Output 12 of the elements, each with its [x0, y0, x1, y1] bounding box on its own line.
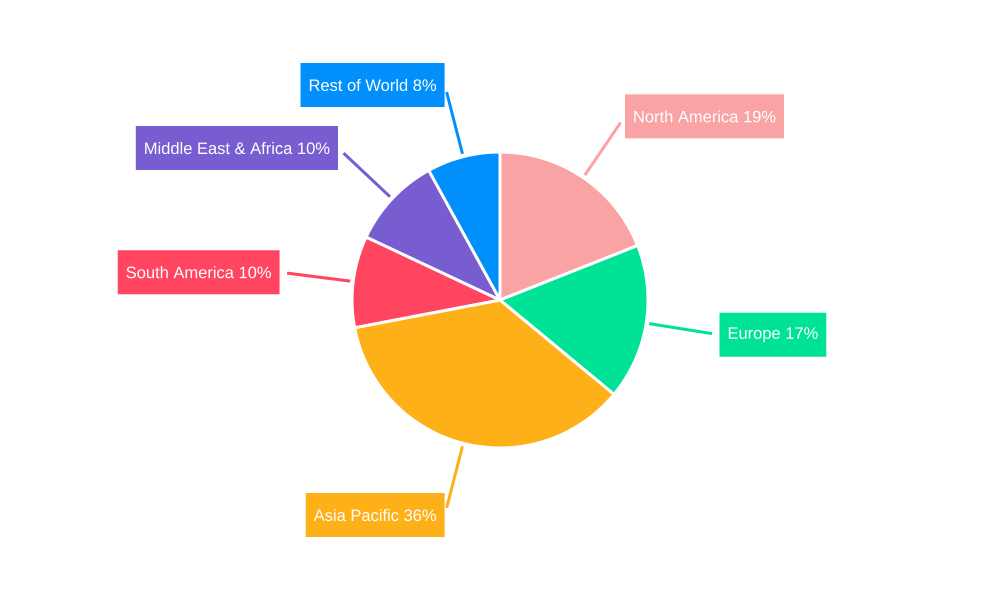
data-label: 10% [240, 266, 271, 278]
slice-label: Rest of World [310, 78, 408, 92]
data-label: 10% [298, 142, 330, 154]
data-label: 19% [744, 110, 776, 122]
slice-label: Middle East & Africa [145, 142, 292, 154]
slice-label: Asia Pacific [314, 508, 399, 522]
data-label: 36% [404, 509, 436, 522]
slice-label: Europe [728, 327, 780, 342]
slice-label: North America [634, 110, 738, 122]
data-label: 17% [786, 327, 818, 339]
slice-label: South America [126, 266, 234, 278]
data-label: 8% [413, 79, 436, 92]
